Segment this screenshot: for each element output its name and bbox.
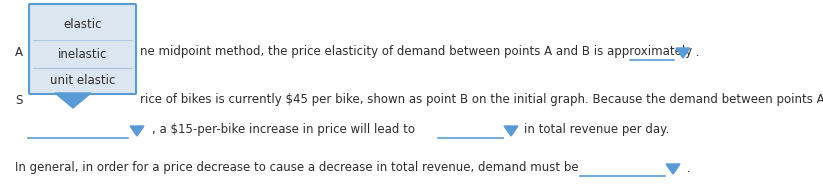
Text: ne midpoint method, the price elasticity of demand between points A and B is app: ne midpoint method, the price elasticity…: [140, 46, 692, 58]
Polygon shape: [504, 126, 518, 136]
Polygon shape: [666, 164, 680, 174]
Text: A: A: [15, 46, 23, 58]
Text: in total revenue per day.: in total revenue per day.: [524, 124, 669, 136]
FancyBboxPatch shape: [29, 4, 136, 94]
Text: , a $15-per-bike increase in price will lead to: , a $15-per-bike increase in price will …: [152, 124, 415, 136]
Text: .: .: [683, 162, 690, 174]
Polygon shape: [676, 48, 690, 58]
Polygon shape: [130, 126, 144, 136]
Text: rice of bikes is currently $45 per bike, shown as point B on the initial graph. : rice of bikes is currently $45 per bike,…: [140, 93, 823, 107]
Text: elastic: elastic: [63, 19, 102, 31]
Text: S: S: [15, 93, 22, 107]
Text: In general, in order for a price decrease to cause a decrease in total revenue, : In general, in order for a price decreas…: [15, 162, 579, 174]
Text: unit elastic: unit elastic: [50, 74, 115, 86]
Text: inelastic: inelastic: [58, 48, 107, 62]
Text: .: .: [692, 46, 700, 58]
Polygon shape: [55, 93, 91, 108]
